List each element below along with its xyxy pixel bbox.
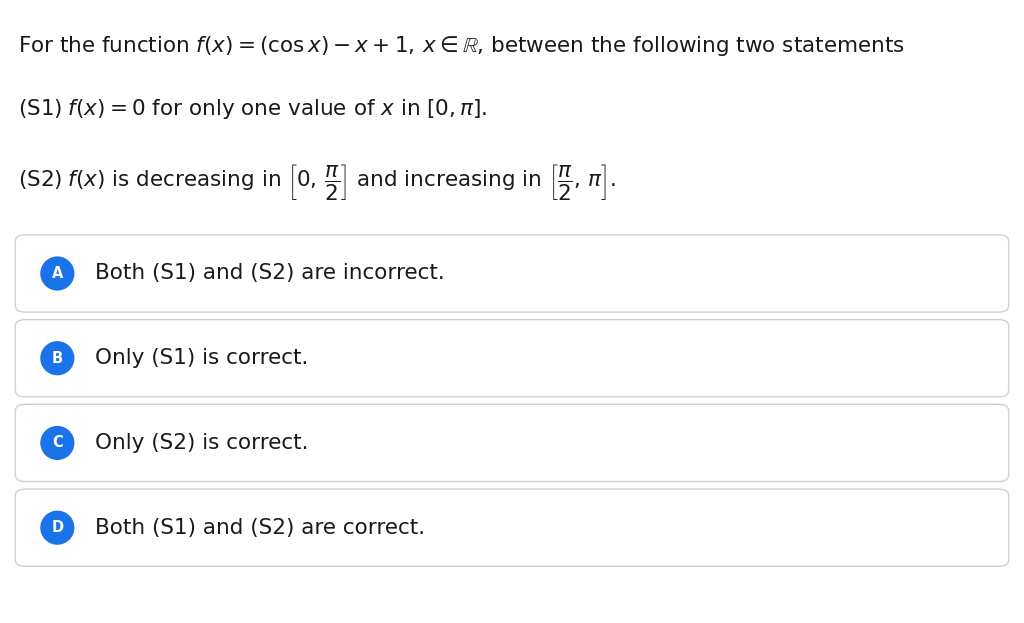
- Text: D: D: [51, 520, 63, 535]
- FancyBboxPatch shape: [15, 320, 1009, 397]
- Text: C: C: [52, 435, 62, 450]
- Text: $(\mathrm{S1})\; f(x) = 0$ for only one value of $x$ in $[0, \pi]$.: $(\mathrm{S1})\; f(x) = 0$ for only one …: [18, 97, 487, 121]
- Ellipse shape: [41, 511, 74, 544]
- FancyBboxPatch shape: [15, 404, 1009, 482]
- Ellipse shape: [41, 427, 74, 459]
- Text: Only (S1) is correct.: Only (S1) is correct.: [95, 348, 308, 368]
- Ellipse shape: [41, 342, 74, 374]
- Text: B: B: [52, 351, 62, 366]
- Ellipse shape: [41, 257, 74, 290]
- Text: For the function $f(x) = (\cos x) - x + 1,\, x \in \mathbb{R}$, between the foll: For the function $f(x) = (\cos x) - x + …: [18, 34, 905, 59]
- Text: Both (S1) and (S2) are incorrect.: Both (S1) and (S2) are incorrect.: [95, 264, 445, 283]
- Text: Both (S1) and (S2) are correct.: Both (S1) and (S2) are correct.: [95, 518, 425, 538]
- Text: $(\mathrm{S2})\; f(x)$ is decreasing in $\left[0,\, \dfrac{\pi}{2}\right]$ and i: $(\mathrm{S2})\; f(x)$ is decreasing in …: [18, 162, 616, 202]
- FancyBboxPatch shape: [15, 489, 1009, 566]
- Text: A: A: [51, 266, 63, 281]
- FancyBboxPatch shape: [15, 235, 1009, 312]
- Text: Only (S2) is correct.: Only (S2) is correct.: [95, 433, 308, 453]
